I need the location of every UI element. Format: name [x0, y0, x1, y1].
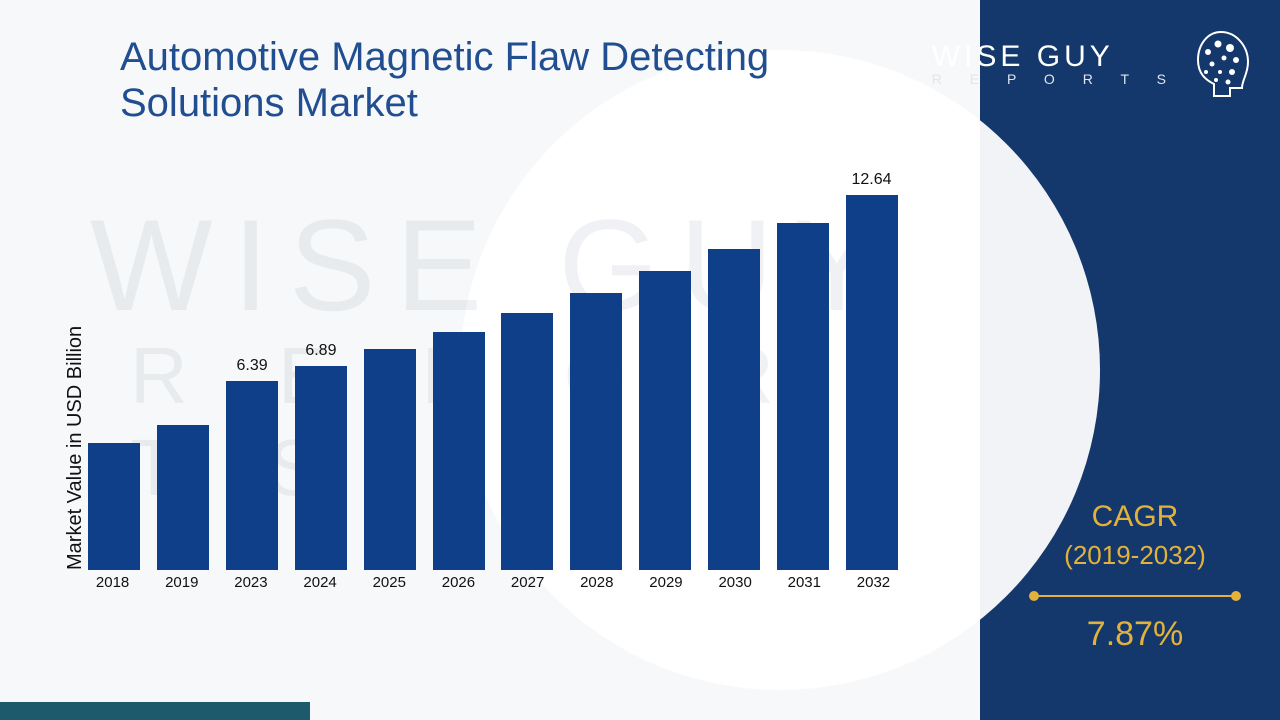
bar-wrap: 6.39: [218, 170, 287, 570]
x-tick-label: 2026: [424, 574, 493, 600]
bar: [777, 223, 829, 570]
bar-wrap: [355, 170, 424, 570]
x-tick-label: 2024: [286, 574, 355, 600]
brand-logo-text: WISE GUY R E P O R T S: [932, 41, 1178, 87]
bar-wrap: [424, 170, 493, 570]
brand-logo-line1: WISE GUY: [932, 41, 1178, 73]
bar-wrap: [631, 170, 700, 570]
bar: [157, 425, 209, 570]
cagr-label: CAGR: [1030, 500, 1240, 534]
bars-container: 6.396.89 12.64: [78, 170, 908, 570]
y-axis-label: Market Value in USD Billion: [64, 326, 87, 570]
bar-value-label: 6.39: [218, 357, 287, 375]
brand-logo-line2: R E P O R T S: [932, 72, 1178, 87]
bar-wrap: [80, 170, 149, 570]
x-tick-label: 2018: [78, 574, 147, 600]
x-axis-labels: 2018201920232024202520262027202820292030…: [78, 574, 908, 600]
x-tick-label: 2031: [770, 574, 839, 600]
x-tick-label: 2027: [493, 574, 562, 600]
x-tick-label: 2032: [839, 574, 908, 600]
bar: [846, 195, 898, 570]
bar-wrap: [493, 170, 562, 570]
bar: [295, 366, 347, 570]
bar-wrap: [562, 170, 631, 570]
bar-chart: 6.396.8912.64 20182019202320242025202620…: [78, 170, 908, 600]
stage: WISE GUY R E P O R T S Automotive Magnet…: [0, 0, 1280, 720]
x-tick-label: 2025: [355, 574, 424, 600]
x-tick-label: 2029: [631, 574, 700, 600]
bar: [708, 249, 760, 570]
cagr-separator: [1034, 595, 1236, 597]
x-tick-label: 2030: [701, 574, 770, 600]
cagr-panel: CAGR (2019-2032) 7.87%: [1030, 500, 1240, 654]
bar-wrap: 6.89: [286, 170, 355, 570]
bar: [639, 271, 691, 570]
chart-title: Automotive Magnetic Flaw Detecting Solut…: [120, 34, 880, 126]
bar: [433, 332, 485, 570]
x-tick-label: 2023: [216, 574, 285, 600]
footer-bar: [0, 702, 310, 720]
cagr-value: 7.87%: [1030, 615, 1240, 654]
bar-wrap: [768, 170, 837, 570]
bar: [570, 293, 622, 570]
bar: [88, 443, 140, 570]
brand-head-icon: [1188, 28, 1254, 100]
bar: [226, 381, 278, 570]
bar-wrap: 12.64: [837, 170, 906, 570]
plot-area: 6.396.89 12.64: [78, 170, 908, 570]
cagr-period: (2019-2032): [1030, 540, 1240, 571]
bar: [501, 313, 553, 570]
x-tick-label: 2028: [562, 574, 631, 600]
x-tick-label: 2019: [147, 574, 216, 600]
bar-wrap: [699, 170, 768, 570]
bar-value-label: 12.64: [837, 171, 906, 189]
bar-wrap: [149, 170, 218, 570]
brand-logo: WISE GUY R E P O R T S: [932, 28, 1254, 100]
bar: [364, 349, 416, 570]
bar-value-label: 6.89: [286, 342, 355, 360]
